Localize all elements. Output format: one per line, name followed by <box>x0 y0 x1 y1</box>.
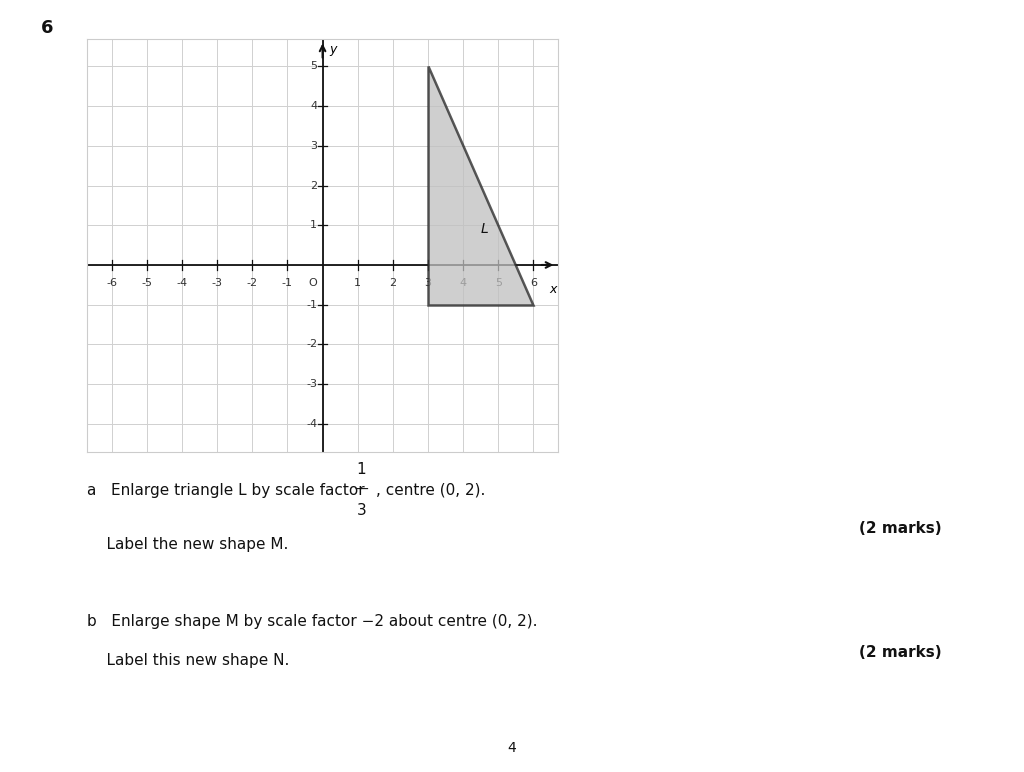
Text: y: y <box>329 42 336 56</box>
Text: 5: 5 <box>310 62 317 71</box>
Text: -5: -5 <box>141 278 153 288</box>
Text: 6: 6 <box>530 278 537 288</box>
Text: b   Enlarge shape M by scale factor −2 about centre (0, 2).: b Enlarge shape M by scale factor −2 abo… <box>87 614 538 629</box>
Text: , centre (0, 2).: , centre (0, 2). <box>376 482 485 498</box>
Text: -4: -4 <box>176 278 187 288</box>
Text: 1: 1 <box>310 220 317 230</box>
Text: (2 marks): (2 marks) <box>859 521 942 537</box>
Text: 5: 5 <box>495 278 502 288</box>
Text: 2: 2 <box>310 181 317 191</box>
Text: x: x <box>549 283 556 296</box>
Text: L: L <box>480 222 488 236</box>
Text: 2: 2 <box>389 278 396 288</box>
Text: Label the new shape M.: Label the new shape M. <box>87 537 289 552</box>
Text: 6: 6 <box>41 19 53 37</box>
Text: Label this new shape N.: Label this new shape N. <box>87 652 290 668</box>
Text: -2: -2 <box>306 340 317 350</box>
Text: 4: 4 <box>460 278 467 288</box>
Text: -6: -6 <box>106 278 117 288</box>
Text: -1: -1 <box>306 300 317 310</box>
Text: 1: 1 <box>354 278 361 288</box>
Polygon shape <box>428 66 534 305</box>
Text: -3: -3 <box>306 379 317 389</box>
Text: 1: 1 <box>356 462 367 477</box>
Text: 3: 3 <box>425 278 431 288</box>
Text: 3: 3 <box>310 141 317 151</box>
Text: -3: -3 <box>212 278 222 288</box>
Text: -1: -1 <box>282 278 293 288</box>
Text: O: O <box>308 278 317 288</box>
Text: (2 marks): (2 marks) <box>859 645 942 660</box>
Text: 3: 3 <box>356 503 367 518</box>
Text: a   Enlarge triangle L by scale factor: a Enlarge triangle L by scale factor <box>87 482 370 498</box>
Text: 4: 4 <box>508 741 516 755</box>
Text: -4: -4 <box>306 419 317 428</box>
Text: -2: -2 <box>247 278 258 288</box>
Text: —: — <box>354 483 369 497</box>
Text: 4: 4 <box>310 101 317 111</box>
